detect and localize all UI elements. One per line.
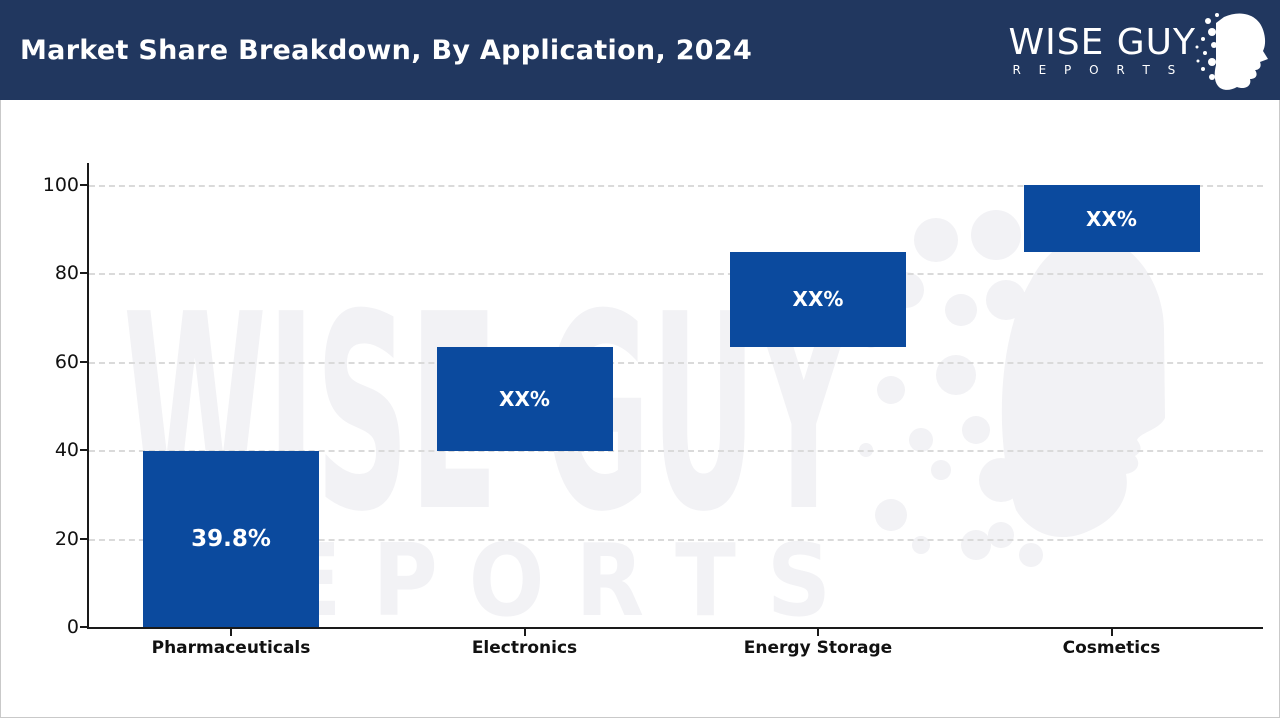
watermark-head — [1001, 236, 1165, 538]
y-tick-mark-40 — [80, 449, 87, 452]
y-tick-label-20: 20 — [54, 527, 79, 550]
logo-wordmark: WISE GUY — [1008, 21, 1196, 63]
x-tick-mark-3 — [1110, 629, 1113, 636]
gridline-40 — [89, 450, 1263, 453]
gridline-80 — [89, 273, 1263, 276]
x-tick-mark-1 — [523, 629, 526, 636]
x-category-label-3: Cosmetics — [1062, 638, 1161, 658]
x-tick-mark-0 — [230, 629, 232, 636]
bar-value-label: XX% — [1086, 206, 1137, 231]
x-category-label-1: Electronics — [471, 638, 578, 658]
chart-area: WISE GUY R E P O R T S 0 20 40 60 80 100 39.8%… — [0, 100, 1280, 718]
bar-energy-storage: XX% — [730, 252, 906, 347]
header: Market Share Breakdown, By Application, … — [0, 0, 1280, 100]
bar-cosmetics: XX% — [1023, 185, 1200, 253]
y-tick-mark-100 — [80, 184, 87, 186]
bar-value-label: XX% — [792, 287, 844, 312]
x-category-label-2: Energy Storage — [743, 638, 893, 658]
page-title: Market Share Breakdown, By Application, … — [20, 34, 753, 66]
bar-value-label: 39.8% — [191, 526, 271, 553]
gridline-20 — [89, 538, 1263, 541]
bar-pharmaceuticals: 39.8% — [143, 451, 319, 627]
y-tick-label-100: 100 — [42, 174, 79, 196]
logo-head-icon — [1195, 13, 1268, 90]
wiseguy-logo: WISE GUY R E P O R T S — [1009, 7, 1271, 93]
y-tick-label-40: 40 — [54, 439, 79, 462]
y-tick-mark-20 — [80, 537, 87, 540]
gridline-100 — [89, 185, 1263, 187]
y-tick-mark-80 — [80, 272, 87, 275]
x-axis-spine — [87, 627, 1263, 629]
x-tick-mark-2 — [817, 629, 819, 636]
gridline-60 — [89, 361, 1263, 364]
logo-subtext: R E P O R T S — [1012, 62, 1183, 77]
y-tick-label-80: 80 — [54, 262, 79, 285]
y-tick-mark-0 — [80, 626, 87, 628]
y-tick-mark-60 — [80, 360, 87, 363]
y-tick-label-60: 60 — [54, 350, 79, 373]
bar-electronics: XX% — [436, 346, 613, 452]
bar-value-label: XX% — [499, 386, 550, 411]
y-tick-label-0: 0 — [66, 616, 79, 638]
y-axis-spine — [87, 163, 89, 629]
logo-text: WISE GUY R E P O R T S — [1008, 21, 1197, 77]
x-category-label-0: Pharmaceuticals — [151, 638, 311, 658]
